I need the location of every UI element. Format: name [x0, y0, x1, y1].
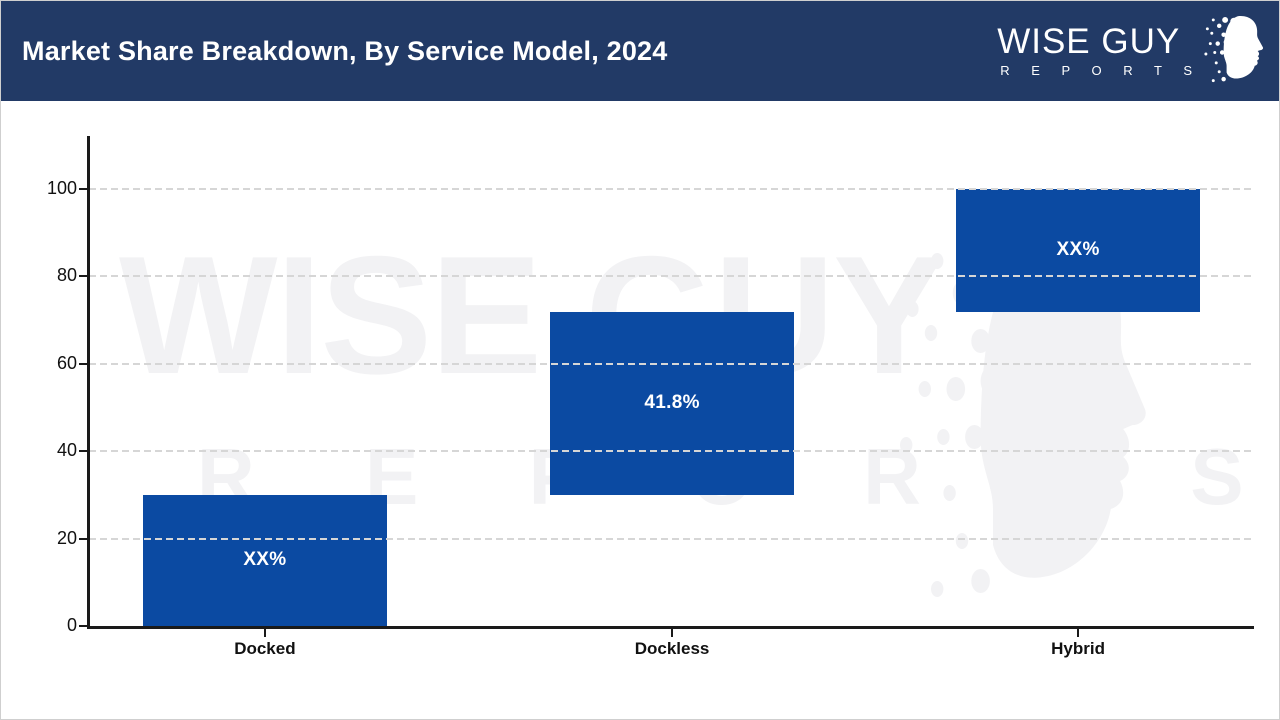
bar-value-label: 41.8% [644, 392, 700, 414]
gridline-60 [89, 362, 1254, 365]
x-axis-category-label: Hybrid [1051, 639, 1105, 658]
bar-hybrid: XX% [956, 188, 1201, 312]
logo-brand-name: WISE GUY [997, 22, 1181, 61]
y-axis-line [87, 136, 90, 629]
x-axis-line [87, 626, 1254, 629]
bar-docked: XX% [142, 494, 387, 626]
x-tick-mark [1077, 629, 1080, 637]
y-axis-tick-label: 100 [46, 177, 77, 198]
gridline-20 [89, 537, 1254, 540]
chart-title: Market Share Breakdown, By Service Model… [22, 35, 668, 66]
bar-dockless: 41.8% [550, 311, 795, 495]
y-tick-mark [79, 187, 87, 190]
y-axis-tick-label: 20 [56, 527, 77, 548]
gridline-80 [89, 275, 1254, 278]
wise-guy-reports-logo: WISE GUY R E P O R T S [997, 7, 1271, 95]
x-tick-mark [263, 629, 266, 637]
bar-value-label: XX% [1056, 239, 1100, 261]
watermark-brand-text: WISE GUY [119, 221, 945, 409]
gridline-100 [89, 187, 1254, 190]
x-axis-category-label: Dockless [634, 639, 710, 658]
y-tick-mark [79, 275, 87, 278]
y-tick-mark [79, 537, 87, 540]
y-axis-tick-label: 0 [66, 615, 77, 635]
y-tick-mark [79, 450, 87, 453]
gridline-40 [89, 450, 1254, 453]
bar-value-label: XX% [243, 549, 287, 571]
logo-text: WISE GUY R E P O R T S [997, 22, 1201, 79]
y-tick-mark [79, 625, 87, 627]
y-axis-tick-label: 60 [56, 352, 77, 373]
x-tick-mark [671, 629, 674, 637]
logo-brand-subtitle: R E P O R T S [1000, 63, 1201, 78]
y-axis-tick-label: 40 [56, 440, 77, 461]
x-axis-category-label: Docked [234, 639, 296, 658]
header-band: Market Share Breakdown, By Service Model… [1, 1, 1279, 101]
dotted-head-icon [1204, 16, 1264, 83]
y-axis-tick-label: 80 [56, 265, 77, 286]
y-tick-mark [79, 362, 87, 365]
plot-area: XX% Docked 41.8% Dockless XX% Hybrid 0 20 40 60 80… [47, 136, 1254, 658]
